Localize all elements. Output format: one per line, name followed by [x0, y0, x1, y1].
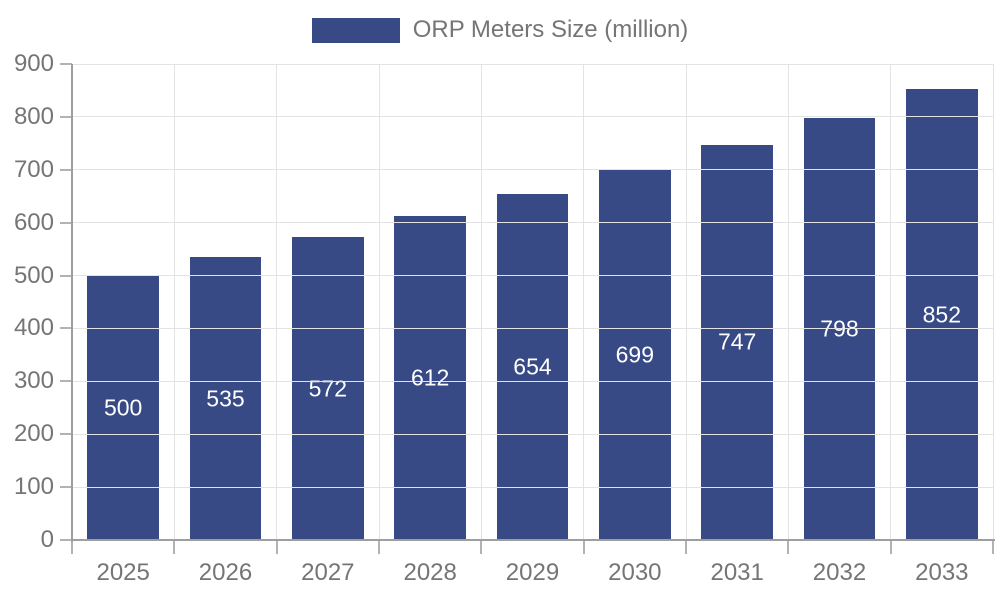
bar: 535 — [189, 257, 262, 540]
y-tick-label: 600 — [13, 208, 54, 236]
y-tick — [60, 221, 72, 224]
legend-label: ORP Meters Size (million) — [412, 16, 689, 43]
h-gridline — [72, 169, 993, 171]
v-gridline — [685, 64, 687, 540]
x-tick — [685, 540, 687, 554]
h-gridline — [72, 222, 993, 224]
x-tick-label: 2026 — [198, 559, 253, 586]
y-tick — [60, 274, 72, 277]
x-tick — [71, 540, 73, 554]
x-tick-label: 2029 — [505, 559, 560, 586]
legend-swatch — [311, 17, 400, 43]
x-tick-label: 2031 — [710, 559, 764, 586]
bar-value-label: 699 — [615, 341, 655, 368]
x-tick — [582, 540, 585, 554]
x-tick — [480, 540, 483, 554]
v-gridline — [992, 64, 994, 540]
y-tick — [60, 115, 72, 118]
x-tick — [787, 540, 790, 554]
y-tick-label: 400 — [13, 314, 54, 342]
h-gridline — [72, 433, 993, 435]
bar: 654 — [496, 194, 569, 540]
y-tick — [60, 63, 72, 65]
plot-area: 500 535 572 612 654 699 747 798 852 — [72, 64, 993, 540]
x-tick — [378, 540, 380, 554]
bar: 699 — [599, 170, 671, 540]
v-gridline — [480, 64, 482, 540]
x-axis-line — [71, 539, 995, 541]
y-tick — [60, 380, 72, 383]
x-tick-label: 2028 — [403, 559, 457, 586]
y-tick-label: 800 — [13, 102, 54, 130]
x-tick-label: 2032 — [812, 559, 867, 586]
y-tick — [60, 168, 72, 171]
x-tick-label: 2030 — [608, 559, 662, 586]
bar: 747 — [701, 144, 773, 540]
bar: 572 — [292, 237, 364, 540]
bar-value-label: 612 — [410, 364, 450, 391]
y-tick — [60, 486, 72, 489]
h-gridline — [72, 380, 993, 382]
v-gridline — [890, 64, 892, 540]
y-tick-label: 100 — [13, 473, 54, 501]
y-tick-label: 500 — [13, 261, 54, 289]
y-axis-line — [71, 64, 73, 542]
x-tick — [992, 540, 994, 554]
y-tick-label: 700 — [13, 155, 54, 183]
x-tick-label: 2027 — [301, 559, 355, 586]
bar: 612 — [394, 216, 466, 540]
bar-value-label: 747 — [717, 328, 757, 355]
bar-value-label: 798 — [820, 315, 859, 342]
v-gridline — [276, 64, 278, 540]
v-gridline — [787, 64, 789, 540]
y-tick-label: 900 — [13, 50, 54, 77]
h-gridline — [72, 63, 993, 65]
h-gridline — [72, 486, 993, 488]
x-tick-label: 2025 — [96, 559, 150, 586]
h-gridline — [72, 275, 993, 277]
v-gridline — [173, 64, 175, 540]
y-tick-label: 300 — [13, 367, 54, 395]
bar-value-label: 500 — [103, 394, 143, 421]
legend: ORP Meters Size (million) — [0, 16, 1000, 44]
x-tick — [173, 540, 176, 554]
x-tick-label: 2033 — [915, 559, 969, 586]
bar: 852 — [906, 89, 978, 540]
bar: 500 — [87, 275, 159, 540]
y-tick — [60, 327, 72, 330]
y-tick-label: 200 — [13, 420, 54, 448]
bar-value-label: 572 — [308, 375, 348, 402]
bar-value-label: 535 — [206, 385, 245, 412]
h-gridline — [72, 116, 993, 118]
y-tick-label: 0 — [40, 526, 54, 553]
v-gridline — [583, 64, 585, 540]
bar-value-label: 852 — [922, 301, 962, 328]
x-tick — [275, 540, 278, 554]
bar-value-label: 654 — [513, 353, 552, 380]
y-tick — [60, 539, 72, 541]
h-gridline — [72, 327, 993, 329]
y-tick — [60, 433, 72, 436]
bar: 798 — [803, 117, 876, 540]
x-tick — [889, 540, 892, 554]
v-gridline — [378, 64, 380, 540]
